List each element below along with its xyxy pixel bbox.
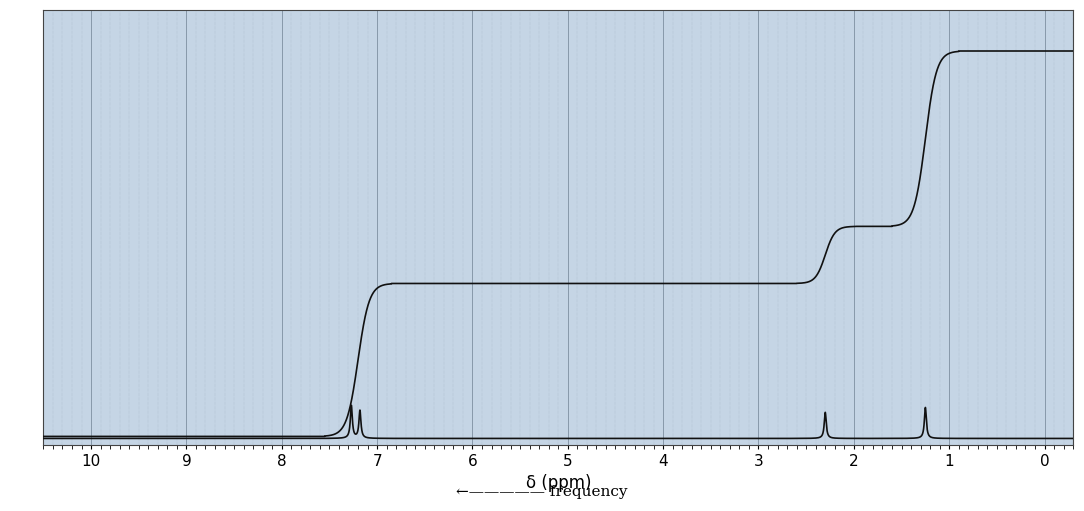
Text: ←————— frequency: ←————— frequency	[456, 484, 628, 499]
X-axis label: δ (ppm): δ (ppm)	[526, 474, 591, 492]
